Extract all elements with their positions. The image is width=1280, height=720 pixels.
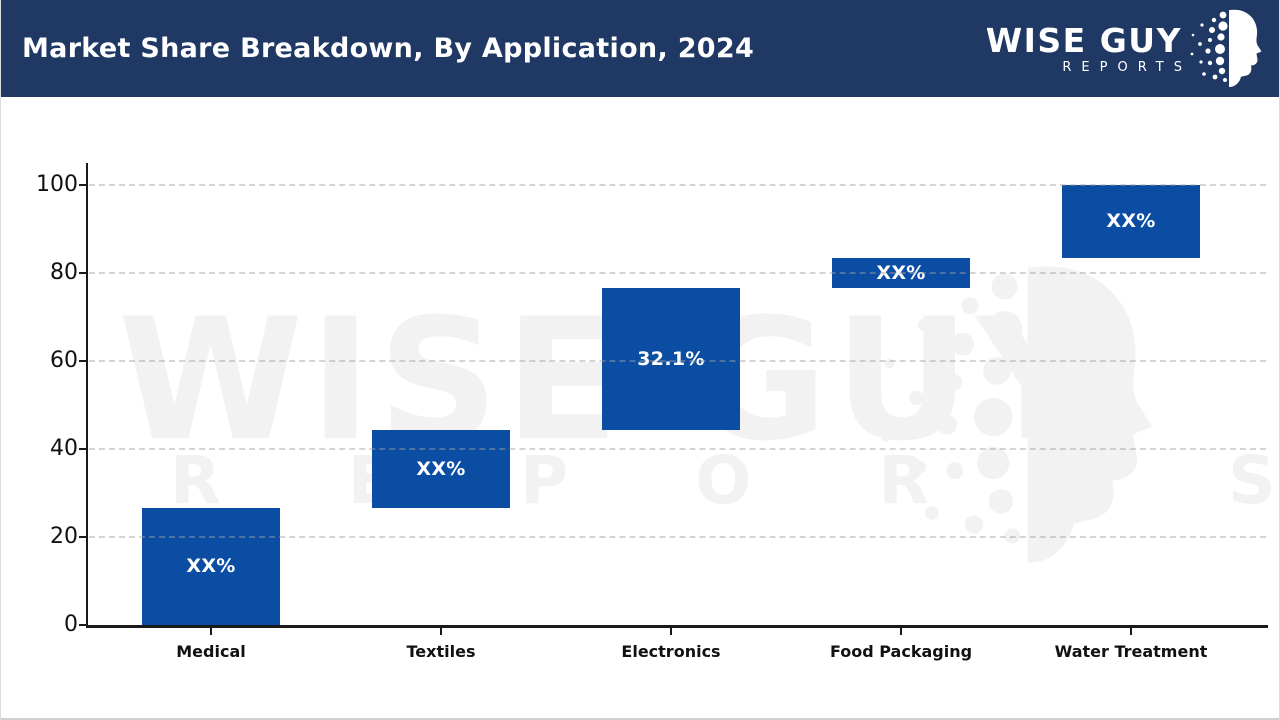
grid-line-60 bbox=[89, 360, 1266, 362]
grid-line-100 bbox=[89, 184, 1266, 186]
bar-food-packaging: XX% bbox=[832, 257, 970, 289]
bar-medical: XX% bbox=[142, 507, 280, 625]
x-category-label-electronics: Electronics bbox=[621, 642, 721, 661]
y-tick-mark-60 bbox=[79, 360, 88, 362]
y-tick-mark-80 bbox=[79, 272, 88, 274]
x-category-label-food-packaging: Food Packaging bbox=[829, 642, 973, 661]
logo-text: WISE GUY REPORTS bbox=[986, 24, 1182, 74]
y-tick-mark-100 bbox=[79, 184, 88, 186]
x-category-label-water-treatment: Water Treatment bbox=[1054, 642, 1208, 661]
bar-electronics: 32.1% bbox=[602, 288, 740, 430]
grid-line-80 bbox=[89, 272, 1266, 274]
plot: 0 20 40 60 80 100 XX% Medical XX% Textiles 32.1% El… bbox=[0, 97, 1280, 720]
header: Market Share Breakdown, By Application, … bbox=[0, 0, 1280, 97]
bar-value-label-medical: XX% bbox=[186, 555, 236, 578]
x-tick-mark-medical bbox=[210, 628, 212, 635]
x-tick-mark-electronics bbox=[670, 628, 672, 635]
y-axis-spine bbox=[86, 163, 88, 628]
y-tick-label-60: 60 bbox=[50, 348, 78, 373]
logo: WISE GUY REPORTS bbox=[986, 7, 1270, 91]
x-category-label-medical: Medical bbox=[176, 642, 246, 661]
y-tick-mark-40 bbox=[79, 448, 88, 450]
bar-value-label-food-packaging: XX% bbox=[876, 261, 926, 284]
y-tick-label-20: 20 bbox=[50, 524, 78, 549]
y-tick-label-100: 100 bbox=[36, 172, 78, 197]
x-category-label-textiles: Textiles bbox=[406, 642, 476, 661]
page-title: Market Share Breakdown, By Application, … bbox=[22, 33, 755, 64]
bar-textiles: XX% bbox=[372, 429, 510, 508]
bar-value-label-textiles: XX% bbox=[416, 457, 466, 480]
bar-water-treatment: XX% bbox=[1062, 185, 1200, 258]
bar-value-label-water-treatment: XX% bbox=[1106, 210, 1156, 233]
y-tick-mark-0 bbox=[79, 624, 88, 626]
bar-value-label-electronics: 32.1% bbox=[637, 348, 705, 370]
logo-face-icon bbox=[1190, 9, 1262, 87]
chart-area: WISE GUY R E P O R T S 0 20 40 60 80 bbox=[0, 97, 1280, 720]
logo-subtitle: REPORTS bbox=[1062, 59, 1192, 75]
y-tick-label-40: 40 bbox=[50, 436, 78, 461]
y-tick-mark-20 bbox=[79, 536, 88, 538]
y-tick-label-80: 80 bbox=[50, 260, 78, 285]
x-axis-spine bbox=[86, 625, 1268, 628]
x-tick-mark-water-treatment bbox=[1130, 628, 1132, 635]
y-tick-label-0: 0 bbox=[64, 612, 78, 637]
grid-line-20 bbox=[89, 536, 1266, 538]
x-tick-mark-textiles bbox=[440, 628, 442, 635]
grid-line-40 bbox=[89, 448, 1266, 450]
x-tick-mark-food-packaging bbox=[900, 628, 902, 635]
logo-wordmark: WISE GUY bbox=[985, 20, 1182, 60]
